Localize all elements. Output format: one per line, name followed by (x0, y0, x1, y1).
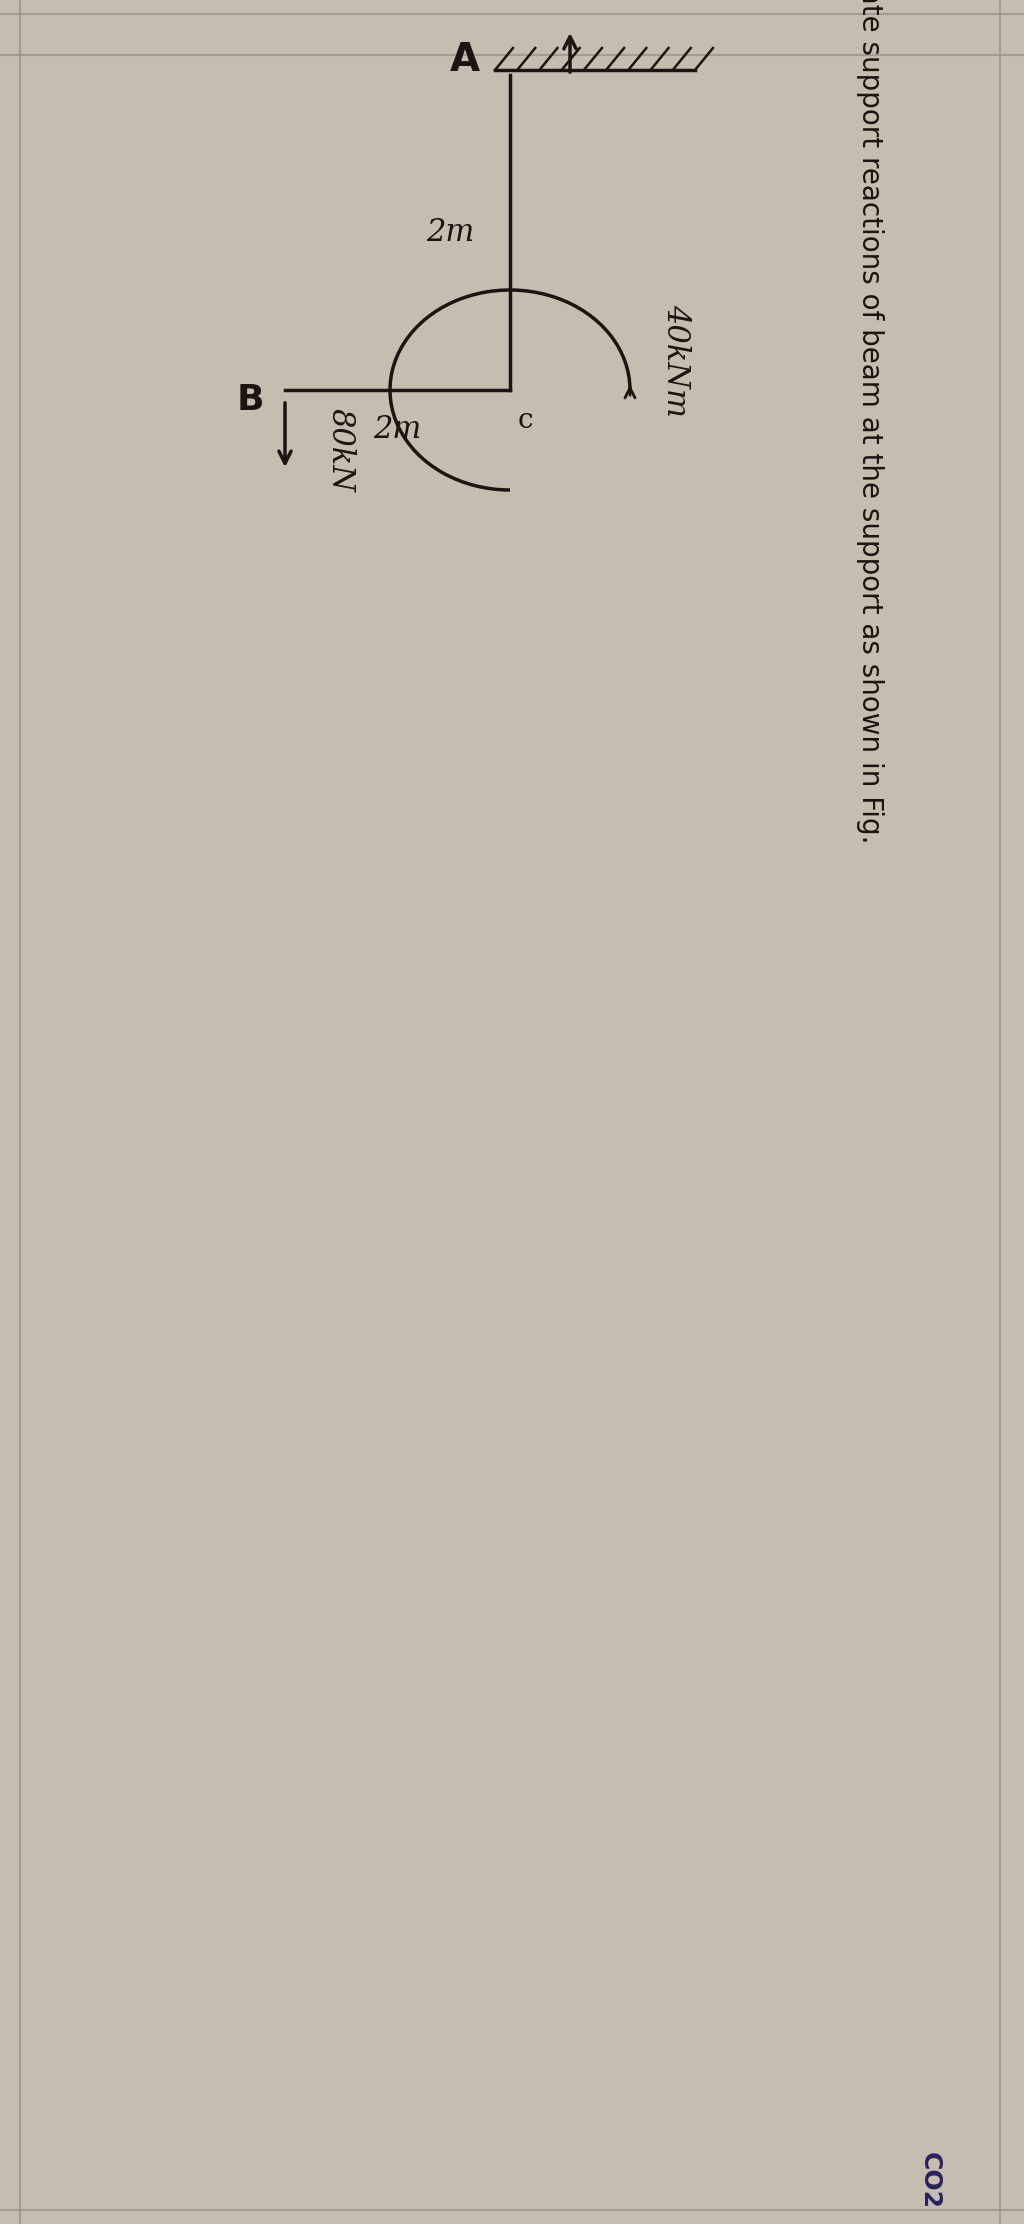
Text: B: B (237, 383, 264, 418)
Text: CO2: CO2 (918, 2151, 942, 2208)
Text: A: A (450, 40, 480, 80)
Text: c: c (517, 407, 532, 434)
Text: 80kN: 80kN (325, 407, 356, 492)
Text: 2m: 2m (374, 414, 422, 445)
Text: 40kNm: 40kNm (660, 302, 691, 416)
Text: C.. Calculate support reactions of beam at the support as shown in Fig.: C.. Calculate support reactions of beam … (856, 0, 884, 843)
Text: 2m: 2m (426, 218, 474, 249)
